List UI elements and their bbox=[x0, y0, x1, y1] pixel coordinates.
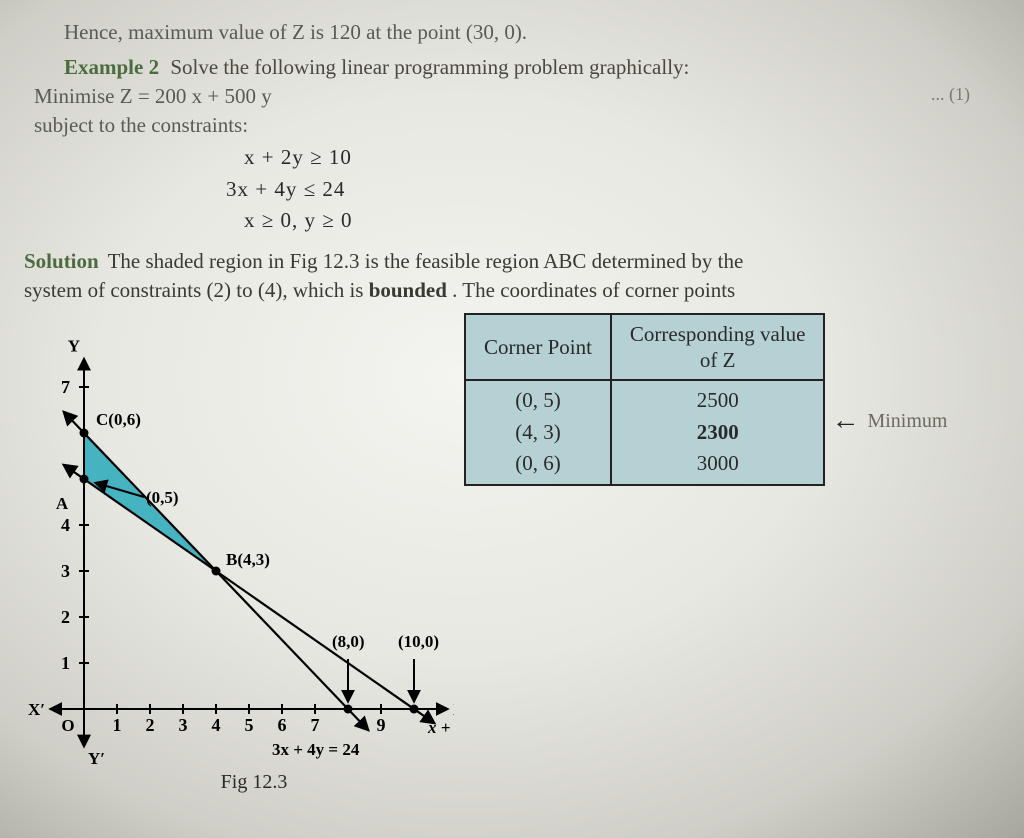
svg-text:7: 7 bbox=[311, 715, 320, 735]
example-heading: Example 2 Solve the following linear pro… bbox=[64, 55, 1000, 80]
svg-text:(10,0): (10,0) bbox=[398, 632, 439, 651]
solution-text-b: system of constraints (2) to (4), which … bbox=[24, 278, 369, 302]
example-label: Example 2 bbox=[64, 55, 159, 79]
z-1: 2300 bbox=[636, 417, 800, 449]
pt-0: (0, 5) bbox=[490, 385, 586, 417]
solution-label: Solution bbox=[24, 249, 99, 273]
svg-text:x + 2y = 10: x + 2y = 10 bbox=[427, 718, 454, 737]
feasible-region-chart: 1 2 3 4 5 6 7 9 1 2 3 4 7 C(0,6) (0,5) A B(4,3) (8,0) (10,… bbox=[24, 309, 454, 789]
head-z-line2: of Z bbox=[700, 348, 736, 372]
minimum-label: Minimum bbox=[867, 410, 947, 433]
constraint-1: x + 2y ≥ 10 bbox=[244, 145, 352, 169]
svg-text:3: 3 bbox=[179, 715, 188, 735]
svg-text:A: A bbox=[56, 494, 69, 513]
solution-para-1: Solution The shaded region in Fig 12.3 i… bbox=[24, 249, 1000, 274]
objective-line: Minimise Z = 200 x + 500 y ... (1) bbox=[34, 84, 1000, 109]
objective-text: Minimise Z = 200 x + 500 y bbox=[34, 84, 272, 108]
svg-text:3: 3 bbox=[61, 561, 70, 581]
svg-text:2: 2 bbox=[61, 607, 70, 627]
prev-conclusion: Hence, maximum value of Z is 120 at the … bbox=[64, 20, 1000, 45]
head-z-line1: Corresponding value bbox=[630, 322, 806, 346]
svg-text:(8,0): (8,0) bbox=[332, 632, 365, 651]
z-0: 2500 bbox=[636, 385, 800, 417]
lower-row: 1 2 3 4 5 6 7 9 1 2 3 4 7 C(0,6) (0,5) A B(4,3) (8,0) (10,… bbox=[24, 309, 1000, 789]
solution-text-a: The shaded region in Fig 12.3 is the fea… bbox=[108, 249, 744, 273]
svg-text:4: 4 bbox=[61, 515, 70, 535]
svg-text:1: 1 bbox=[61, 653, 70, 673]
svg-text:X′: X′ bbox=[28, 700, 45, 719]
subject-line: subject to the constraints: bbox=[34, 113, 1000, 138]
svg-text:(0,5): (0,5) bbox=[146, 488, 179, 507]
constraints-block: x + 2y ≥ 10 ... (2) 3x + 4y ≤ 24 ... (3)… bbox=[244, 142, 1000, 237]
constraint-2: 3x + 4y ≤ 24 bbox=[226, 177, 345, 201]
svg-text:7: 7 bbox=[61, 377, 70, 397]
cell-points: (0, 5) (4, 3) (0, 6) bbox=[465, 380, 611, 485]
corner-point-table: Corner Point Corresponding value of Z (0… bbox=[464, 313, 825, 486]
solution-bold: bounded bbox=[369, 278, 447, 302]
svg-text:4: 4 bbox=[212, 715, 221, 735]
pt-2: (0, 6) bbox=[490, 448, 586, 480]
svg-text:X: X bbox=[453, 700, 454, 719]
head-z-value: Corresponding value of Z bbox=[611, 314, 825, 381]
svg-text:1: 1 bbox=[113, 715, 122, 735]
svg-text:Y: Y bbox=[68, 336, 80, 355]
corner-point-table-wrap: Corner Point Corresponding value of Z (0… bbox=[464, 313, 947, 486]
svg-text:C(0,6): C(0,6) bbox=[96, 410, 141, 429]
eqnum-1: ... (1) bbox=[931, 84, 970, 105]
svg-text:Y′: Y′ bbox=[88, 748, 105, 767]
figure-caption: Fig 12.3 bbox=[104, 771, 404, 794]
cell-z: 2500 2300 3000 bbox=[611, 380, 825, 485]
svg-text:6: 6 bbox=[278, 715, 287, 735]
solution-text-c: . The coordinates of corner points bbox=[452, 278, 735, 302]
svg-text:9: 9 bbox=[377, 715, 386, 735]
table-body-row: (0, 5) (4, 3) (0, 6) 2500 2300 3000 bbox=[465, 380, 824, 485]
solution-para-2: system of constraints (2) to (4), which … bbox=[24, 278, 1000, 303]
constraint-3: x ≥ 0, y ≥ 0 bbox=[244, 208, 353, 232]
example-prompt: Solve the following linear programming p… bbox=[170, 55, 689, 79]
head-corner-point: Corner Point bbox=[465, 314, 611, 381]
svg-text:5: 5 bbox=[245, 715, 254, 735]
svg-text:O: O bbox=[61, 716, 74, 735]
pt-1: (4, 3) bbox=[490, 417, 586, 449]
z-2: 3000 bbox=[636, 448, 800, 480]
svg-text:B(4,3): B(4,3) bbox=[226, 550, 270, 569]
table-header-row: Corner Point Corresponding value of Z bbox=[465, 314, 824, 381]
minimum-arrow-icon: ← bbox=[831, 407, 859, 435]
svg-text:2: 2 bbox=[146, 715, 155, 735]
svg-text:3x + 4y = 24: 3x + 4y = 24 bbox=[272, 740, 360, 759]
